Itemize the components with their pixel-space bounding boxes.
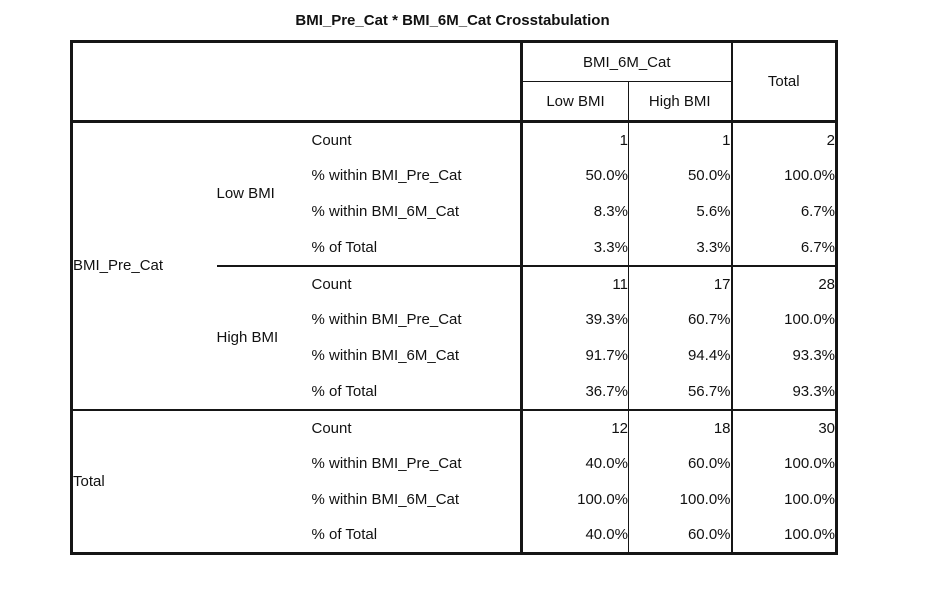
value-cell: 36.7%	[520, 373, 629, 410]
value-cell: 6.7%	[730, 193, 837, 230]
value-cell: 91.7%	[520, 337, 629, 374]
value-cell: 3.3%	[520, 229, 629, 266]
stat-label-cell: % within BMI_Pre_Cat	[311, 311, 462, 328]
value-cell: 1	[627, 121, 732, 158]
table-row: % within BMI_Pre_Cat 39.3% 60.7% 100.0%	[72, 301, 837, 338]
value-cell: 100.0%	[730, 301, 837, 338]
value-cell: 8.3%	[520, 193, 629, 230]
col-header-total: Total	[730, 41, 837, 123]
table-row: BMI_Pre_Cat Low BMI Count 1 1 2	[72, 121, 837, 274]
row-category-low-bmi: Low BMI	[216, 185, 275, 203]
table-row: High BMI Count 11 17 28	[72, 264, 837, 410]
stat-label-cell: % within BMI_Pre_Cat	[311, 455, 462, 472]
stat-label-cell: % within BMI_6M_Cat	[311, 491, 460, 508]
column-variable-header: BMI_6M_Cat	[519, 41, 732, 82]
value-cell: 30	[730, 408, 837, 446]
value-cell: 93.3%	[730, 373, 837, 410]
value-cell: 60.0%	[627, 517, 732, 554]
col-header-high-bmi: High BMI	[627, 81, 732, 123]
value-cell: 5.6%	[627, 193, 732, 230]
stat-label-cell: % within BMI_6M_Cat	[311, 347, 460, 364]
value-cell: 100.0%	[520, 481, 629, 518]
value-cell: 60.0%	[627, 445, 732, 482]
stat-label-cell: Count	[311, 131, 352, 149]
value-cell: 39.3%	[520, 301, 629, 338]
stat-label-cell: % of Total	[311, 526, 378, 544]
value-cell: 60.7%	[627, 301, 732, 338]
value-cell: 100.0%	[730, 445, 837, 482]
stat-label-cell: % within BMI_Pre_Cat	[311, 167, 462, 184]
value-cell: 28	[730, 264, 837, 302]
value-cell: 50.0%	[520, 157, 629, 194]
value-cell: 93.3%	[730, 337, 837, 374]
value-cell: 56.7%	[627, 373, 732, 410]
table-row: % within BMI_6M_Cat 8.3% 5.6% 6.7%	[72, 193, 837, 230]
row-group-label-total: Total	[71, 408, 312, 554]
stat-label-cell: % within BMI_6M_Cat	[311, 203, 460, 220]
value-cell: 100.0%	[627, 481, 732, 518]
table-row: Total Count 12 18 30	[71, 408, 837, 554]
crosstab-table: BMI_6M_Cat Total Low BMI High BMI BMI_Pr…	[70, 40, 839, 555]
stat-label-cell: Count	[311, 264, 522, 302]
header-row-categories: Low BMI High BMI	[72, 81, 837, 123]
value-cell: 100.0%	[730, 481, 837, 518]
value-cell: 2	[730, 121, 837, 158]
row-group-label-bmi-pre-cat: BMI_Pre_Cat	[73, 257, 164, 275]
value-cell: 3.3%	[627, 229, 732, 266]
value-cell: 6.7%	[730, 229, 837, 266]
value-cell: 94.4%	[627, 337, 732, 374]
value-cell: 100.0%	[730, 157, 837, 194]
header-row-spanner: BMI_6M_Cat Total	[71, 41, 837, 123]
table-row: % of Total 40.0% 60.0% 100.0%	[72, 517, 837, 554]
value-cell: 50.0%	[627, 157, 732, 194]
table-row: % of Total 3.3% 3.3% 6.7%	[72, 229, 837, 266]
table-row: % of Total 36.7% 56.7% 93.3%	[72, 373, 837, 410]
table-row: % within BMI_Pre_Cat 50.0% 50.0% 100.0%	[72, 157, 837, 194]
stat-label-cell: Count	[311, 408, 522, 446]
stub-header-cell	[71, 41, 522, 123]
table-row: % within BMI_6M_Cat 100.0% 100.0% 100.0%	[72, 481, 837, 518]
crosstab-title: BMI_Pre_Cat * BMI_6M_Cat Crosstabulation	[295, 12, 610, 29]
value-cell: 17	[627, 264, 732, 302]
value-cell: 18	[627, 408, 732, 446]
row-category-high-bmi: High BMI	[216, 264, 312, 410]
value-cell: 40.0%	[520, 517, 629, 554]
table-row: % within BMI_6M_Cat 91.7% 94.4% 93.3%	[72, 337, 837, 374]
stat-label-cell: % of Total	[311, 382, 378, 400]
value-cell: 11	[520, 264, 629, 302]
table-row: % within BMI_Pre_Cat 40.0% 60.0% 100.0%	[72, 445, 837, 482]
col-header-low-bmi: Low BMI	[520, 81, 629, 123]
value-cell: 1	[520, 121, 629, 158]
value-cell: 100.0%	[730, 517, 837, 554]
value-cell: 40.0%	[520, 445, 629, 482]
value-cell: 12	[520, 408, 629, 446]
stat-label-cell: % of Total	[311, 238, 378, 256]
